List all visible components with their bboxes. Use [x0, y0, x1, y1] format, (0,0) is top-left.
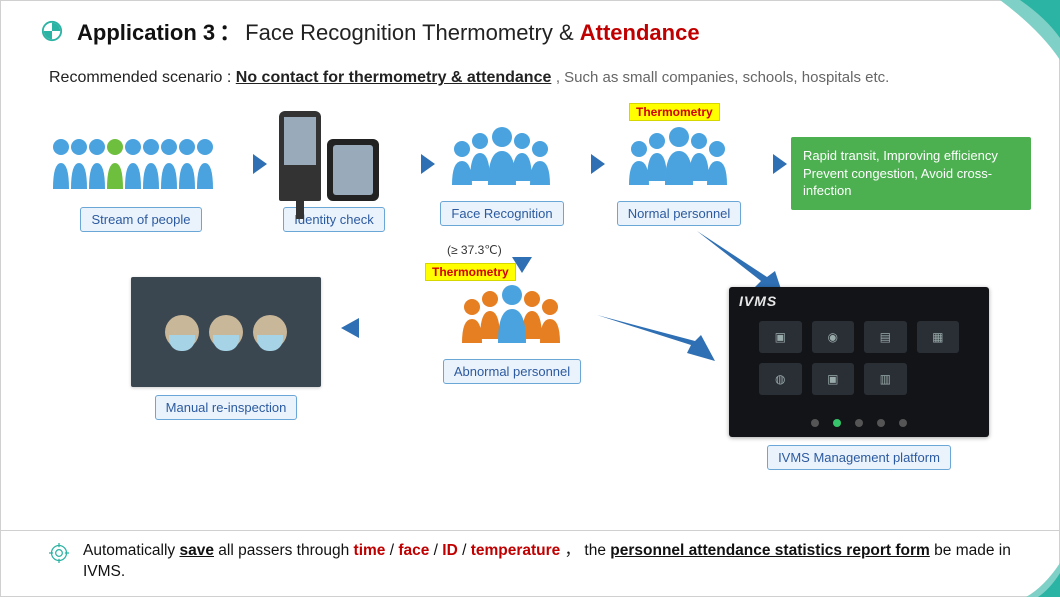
- threshold-label: (≥ 37.3℃): [447, 243, 502, 257]
- scenario-line: Recommended scenario : No contact for th…: [49, 69, 1011, 87]
- title-colon: ：: [219, 20, 241, 45]
- footer-text: Automatically save all passers through t…: [83, 541, 1011, 583]
- green-line2: Prevent congestion, Avoid cross-infectio…: [803, 165, 1019, 200]
- node-manual: Manual re-inspection: [121, 277, 331, 420]
- greenbox: Rapid transit, Improving efficiency Prev…: [791, 137, 1031, 210]
- scenario-underlined: No contact for thermometry & attendance: [236, 69, 552, 86]
- target-icon: [49, 543, 69, 563]
- face-label: Face Recognition: [440, 201, 563, 226]
- title-highlight: Attendance: [580, 20, 700, 45]
- scenario-suffix: , Such as small companies, schools, hosp…: [556, 69, 890, 86]
- thermometry-tag-text-1: Thermometry: [629, 103, 720, 121]
- slide-footer: Automatically save all passers through t…: [1, 530, 1059, 596]
- abnormal-people-graphic: [452, 285, 572, 353]
- slide-title: Application 3：Face Recognition Thermomet…: [77, 15, 700, 47]
- manual-label: Manual re-inspection: [155, 395, 298, 420]
- node-ivms: IVMS ▣◉▤▦ ◍▣▥ IVMS Management platform: [719, 287, 999, 470]
- ivms-logo: IVMS: [739, 293, 777, 309]
- arrow-face-to-normal: [571, 151, 605, 177]
- normal-label: Normal personnel: [617, 201, 742, 226]
- title-rest: Face Recognition Thermometry &: [245, 20, 580, 45]
- arrow-identity-to-face: [401, 151, 435, 177]
- abnormal-label: Abnormal personnel: [443, 359, 581, 384]
- slide-header: Application 3：Face Recognition Thermomet…: [41, 15, 1019, 47]
- title-lead: Application 3: [77, 20, 215, 45]
- thermometry-tag-abnormal: Thermometry: [425, 263, 516, 281]
- header-bullet-icon: [41, 20, 63, 42]
- node-abnormal: Abnormal personnel: [437, 285, 587, 384]
- arrow-abnormal-to-ivms: [597, 311, 717, 361]
- node-face: Face Recognition: [437, 127, 567, 226]
- node-greenbox: Rapid transit, Improving efficiency Prev…: [791, 137, 1031, 210]
- ivms-label: IVMS Management platform: [767, 445, 951, 470]
- arrow-abnormal-to-manual: [341, 315, 431, 341]
- node-stream: Stream of people: [51, 129, 231, 232]
- flow-canvas: Stream of people Identity check: [41, 101, 1019, 516]
- manual-photo-graphic: [131, 277, 321, 387]
- arrow-stream-to-identity: [233, 151, 267, 177]
- ivms-screenshot-graphic: IVMS ▣◉▤▦ ◍▣▥: [729, 287, 989, 437]
- face-people-graphic: [442, 127, 562, 195]
- thermometry-tag-text-2: Thermometry: [425, 263, 516, 281]
- stream-people-graphic: [51, 129, 221, 199]
- node-identity: Identity check: [269, 111, 399, 232]
- green-line1: Rapid transit, Improving efficiency: [803, 147, 1019, 165]
- thermometry-tag-normal: Thermometry: [629, 103, 720, 121]
- stream-label: Stream of people: [80, 207, 201, 232]
- node-normal: Normal personnel: [609, 127, 749, 226]
- identity-devices-graphic: [269, 111, 389, 201]
- arrow-normal-to-green: [753, 151, 787, 177]
- scenario-label: Recommended scenario :: [49, 69, 236, 86]
- normal-people-graphic: [619, 127, 739, 195]
